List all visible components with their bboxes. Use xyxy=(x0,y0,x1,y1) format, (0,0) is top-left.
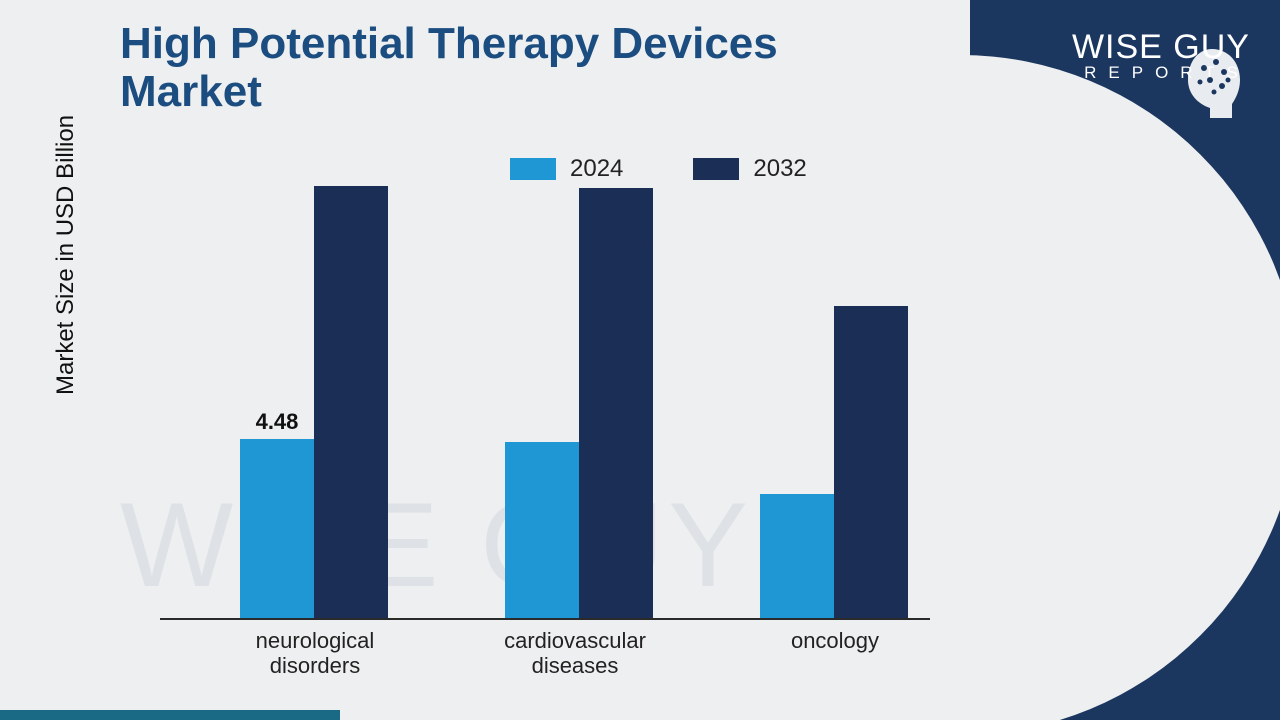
brand-logo: WISE GUY REPORTS xyxy=(1072,28,1250,83)
chart-title: High Potential Therapy Devices Market xyxy=(120,20,840,117)
bar-group xyxy=(495,180,665,618)
bar-2032 xyxy=(314,186,388,618)
bar-chart: Market Size in USD Billion 4.48 neurolog… xyxy=(100,180,930,690)
bar-2032 xyxy=(834,306,908,618)
bar-2024 xyxy=(505,442,579,618)
brand-head-icon xyxy=(1182,46,1244,124)
y-axis-label: Market Size in USD Billion xyxy=(52,115,80,395)
chart-legend: 2024 2032 xyxy=(510,155,807,183)
bar-group xyxy=(750,180,920,618)
bar-2032 xyxy=(579,188,653,618)
bar-2024 xyxy=(240,439,314,618)
legend-label-2032: 2032 xyxy=(753,155,806,183)
plot-area: 4.48 xyxy=(160,180,930,620)
legend-label-2024: 2024 xyxy=(570,155,623,183)
legend-swatch-2032 xyxy=(693,158,739,180)
bar-value-label: 4.48 xyxy=(240,409,314,435)
category-label: cardiovascular diseases xyxy=(470,628,680,679)
bar-2024 xyxy=(760,494,834,618)
bar-group xyxy=(230,180,400,618)
legend-item-2032: 2032 xyxy=(693,155,806,183)
category-label: oncology xyxy=(730,628,940,653)
bottom-accent-bar xyxy=(0,710,340,720)
legend-item-2024: 2024 xyxy=(510,155,623,183)
legend-swatch-2024 xyxy=(510,158,556,180)
category-label: neurological disorders xyxy=(210,628,420,679)
